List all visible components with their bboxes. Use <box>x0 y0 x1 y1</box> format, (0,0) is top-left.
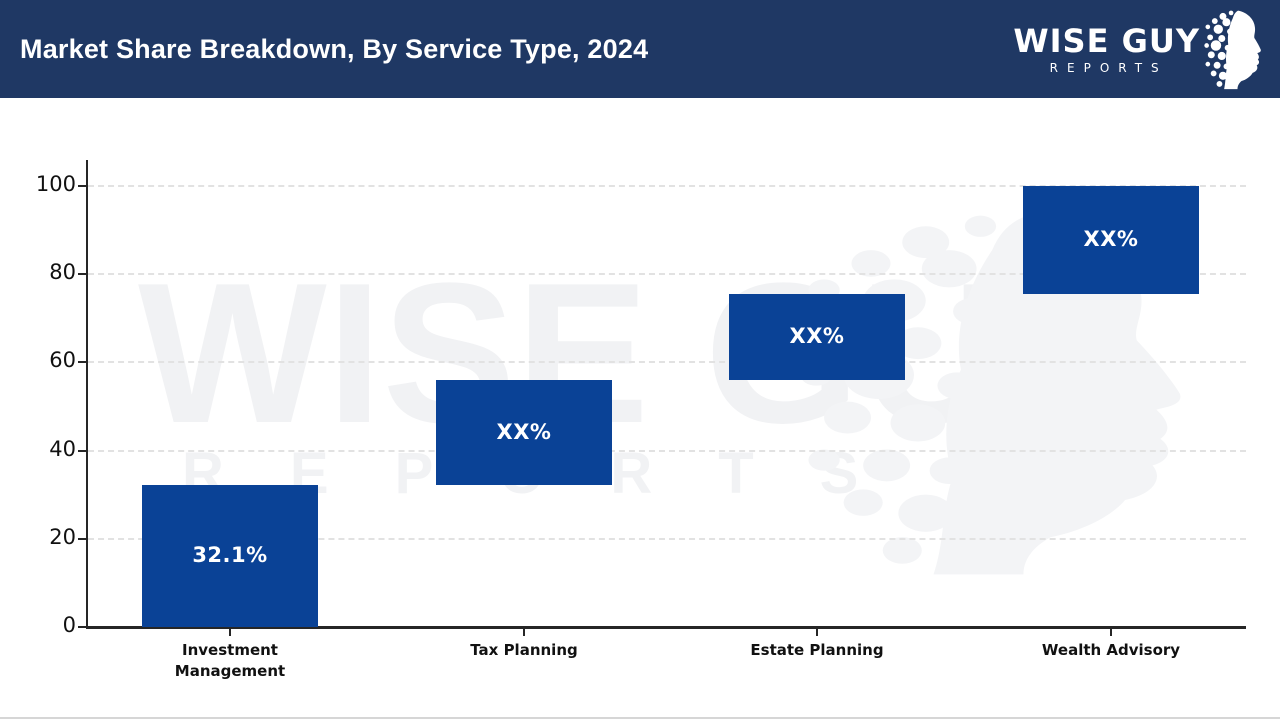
gridline-20 <box>88 537 1246 540</box>
gridline-60 <box>88 361 1246 364</box>
y-tick <box>78 273 87 276</box>
y-tick <box>78 626 87 628</box>
brand-wordmark-line2: REPORTS <box>1049 60 1168 75</box>
gridline-100 <box>88 185 1246 187</box>
brand-wordmark-line1: WISE GUY <box>1013 21 1200 60</box>
x-axis-label-estate-planning: Estate Planning <box>750 641 884 659</box>
bar-value-label-estate-planning: XX% <box>789 324 845 349</box>
bar-tax-planning: XX% <box>436 380 612 486</box>
x-axis-label-wealth-advisory: Wealth Advisory <box>1041 641 1181 659</box>
y-tick-label: 40 <box>49 436 76 461</box>
bar-value-label-investment-management: 32.1% <box>192 543 268 568</box>
x-tick-estate-planning <box>816 629 818 636</box>
gridline-80 <box>88 273 1246 276</box>
y-tick <box>78 537 87 540</box>
bar-investment-management: 32.1% <box>142 485 318 627</box>
brand-wordmark: WISE GUY REPORTS <box>1013 25 1200 74</box>
bar-value-label-tax-planning: XX% <box>496 419 552 444</box>
y-tick-label: 80 <box>49 260 76 285</box>
x-axis-label-tax-planning: Tax Planning <box>470 641 578 659</box>
x-axis-label-investment-management: Investment Management <box>174 641 286 680</box>
x-tick-investment-management <box>229 629 231 636</box>
bottom-border <box>0 717 1280 719</box>
bar-wealth-advisory: XX% <box>1023 186 1199 295</box>
y-tick-label: 100 <box>35 172 76 196</box>
gridline-40 <box>88 449 1246 452</box>
y-tick <box>78 185 87 187</box>
x-axis-line <box>86 626 1246 629</box>
y-tick-label: 20 <box>49 524 76 549</box>
page-title: Market Share Breakdown, By Service Type,… <box>20 33 649 64</box>
y-tick <box>78 361 87 364</box>
y-tick-label: 0 <box>62 613 76 637</box>
brand-logo: WISE GUY REPORTS <box>1013 8 1266 90</box>
y-tick-label: 60 <box>49 348 76 373</box>
x-tick-wealth-advisory <box>1110 629 1112 636</box>
y-axis-line <box>86 160 88 628</box>
bar-estate-planning: XX% <box>729 294 905 381</box>
header: Market Share Breakdown, By Service Type,… <box>0 0 1280 98</box>
brand-head-icon <box>1204 10 1261 90</box>
y-tick <box>78 449 87 452</box>
bar-value-label-wealth-advisory: XX% <box>1083 227 1139 252</box>
x-tick-tax-planning <box>523 629 525 636</box>
